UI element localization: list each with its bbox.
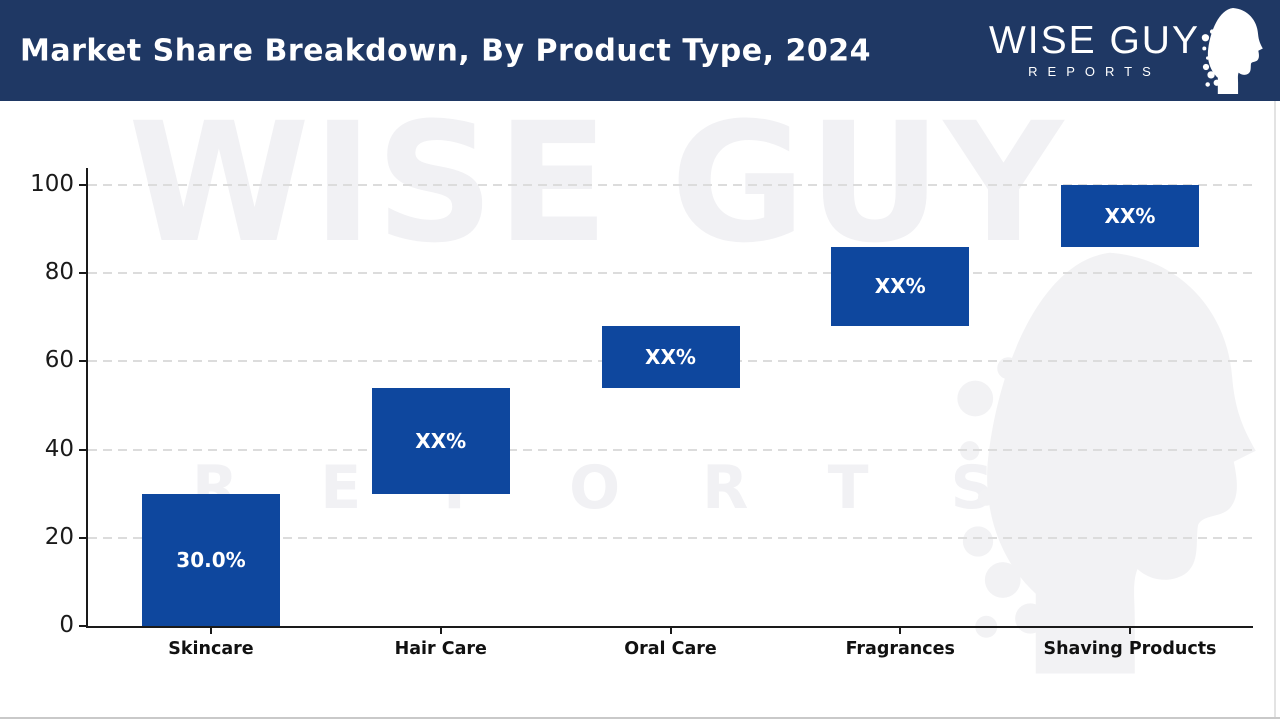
- y-tick-mark: [79, 448, 87, 451]
- bar-value-label: XX%: [415, 428, 467, 453]
- y-tick-mark: [79, 360, 87, 363]
- logo-reports-text: REPORTS: [1028, 64, 1161, 79]
- right-edge-line: [1274, 101, 1276, 718]
- x-axis-spine: [86, 626, 1253, 628]
- y-tick-label: 80: [44, 259, 74, 286]
- watermark-head-icon: [957, 252, 1256, 674]
- y-tick-label: 40: [44, 435, 74, 462]
- gridline: [88, 272, 1253, 275]
- y-tick-mark: [79, 272, 87, 275]
- bar-oral-care: XX%: [601, 326, 740, 388]
- header-bar: Market Share Breakdown, By Product Type,…: [0, 0, 1280, 101]
- bottom-edge-line: [0, 717, 1280, 719]
- bar-fragrances: XX%: [831, 246, 970, 327]
- x-category-label: Skincare: [168, 639, 254, 659]
- bar-hair-care: XX%: [371, 387, 510, 494]
- bar-skincare: 30.0%: [142, 493, 280, 626]
- gridline: [88, 536, 1253, 539]
- x-tick-mark: [669, 627, 672, 634]
- wiseguy-logo: WISE GUY REPORTS: [989, 4, 1272, 94]
- x-category-label: Shaving Products: [1043, 639, 1217, 659]
- chart-title: Market Share Breakdown, By Product Type,…: [20, 33, 871, 68]
- x-tick-mark: [1129, 627, 1131, 634]
- x-tick-mark: [210, 627, 212, 634]
- y-tick-label: 100: [30, 171, 74, 197]
- bar-shaving-products: XX%: [1061, 185, 1199, 247]
- bar-value-label: XX%: [645, 344, 696, 369]
- y-tick-label: 60: [44, 347, 74, 374]
- y-tick-mark: [79, 536, 87, 539]
- plot-area: WISE GUY REPORTS 0 20 40 60 80 100 30.0% Skinca…: [0, 87, 1280, 720]
- y-tick-mark: [79, 184, 87, 186]
- gridline: [88, 184, 1253, 186]
- x-tick-mark: [899, 627, 902, 634]
- logo-text: WISE GUY REPORTS: [989, 19, 1200, 79]
- y-tick-label: 0: [59, 612, 74, 638]
- bar-value-label: 30.0%: [176, 547, 246, 572]
- y-axis-spine: [86, 168, 88, 628]
- bar-value-label: XX%: [874, 274, 926, 299]
- y-tick-mark: [79, 625, 87, 627]
- watermark-reports: REPORTS: [192, 453, 1076, 523]
- x-category-label: Oral Care: [624, 639, 717, 659]
- bar-value-label: XX%: [1104, 203, 1156, 228]
- y-tick-label: 20: [44, 523, 74, 550]
- gridline: [88, 448, 1253, 451]
- x-tick-mark: [439, 627, 442, 634]
- x-category-label: Fragrances: [845, 639, 955, 659]
- x-category-label: Hair Care: [394, 639, 487, 659]
- logo-wordmark: WISE GUY: [988, 19, 1200, 62]
- logo-head-icon: [1201, 7, 1263, 94]
